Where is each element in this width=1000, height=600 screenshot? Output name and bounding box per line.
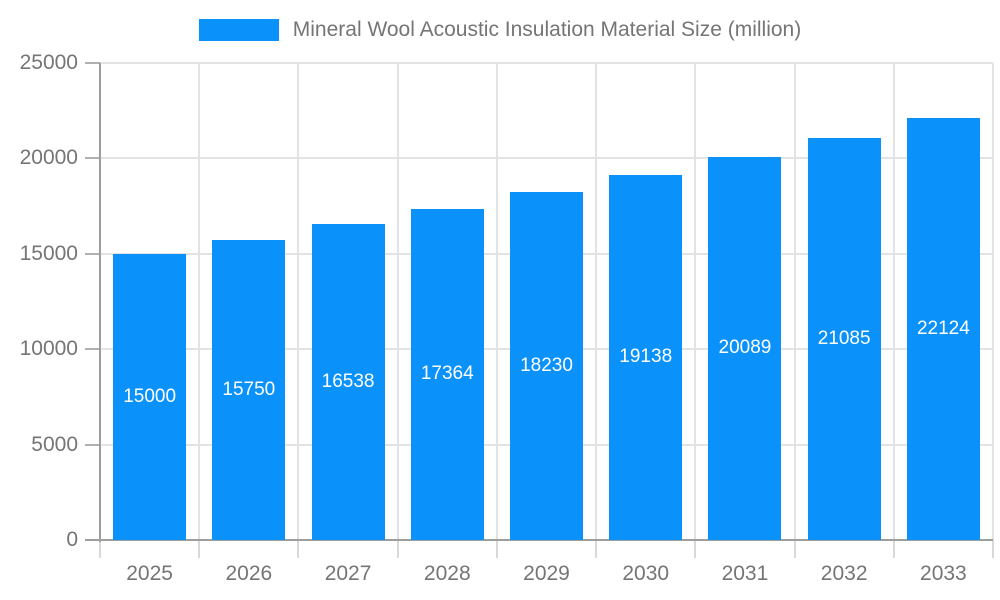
bar-value-label-2025: 15000 [123, 385, 177, 407]
y-axis-label-15000: 15000 [19, 241, 78, 265]
v-gridline-2 [297, 63, 300, 540]
y-axis-tick-10000 [85, 348, 100, 351]
x-axis-label-2029: 2029 [523, 562, 570, 585]
y-axis-tick-15000 [85, 252, 100, 255]
bar-2032: 21085 [807, 137, 881, 540]
bar-value-label-2026: 15750 [222, 378, 276, 400]
x-axis-tick-8 [892, 540, 895, 558]
legend-swatch [198, 19, 279, 41]
x-axis-tick-5 [595, 540, 598, 558]
x-axis-tick-6 [694, 540, 697, 558]
y-axis-label-25000: 25000 [19, 51, 78, 74]
v-gridline-9 [992, 63, 994, 540]
bar-2025: 15000 [113, 253, 187, 540]
x-axis-tick-7 [793, 540, 796, 558]
bar-2029: 18230 [510, 192, 583, 540]
legend-label: Mineral Wool Acoustic Insulation Materia… [292, 18, 802, 41]
v-gridline-7 [793, 63, 796, 540]
bar-2033: 22124 [906, 117, 980, 540]
y-axis-tick-25000 [85, 62, 100, 64]
bar-2031: 20089 [708, 156, 782, 540]
x-axis-tick-4 [495, 540, 498, 558]
v-gridline-5 [595, 63, 598, 540]
x-axis-tick-9 [992, 540, 994, 558]
x-axis-tick-2 [297, 540, 300, 558]
v-gridline-1 [198, 63, 201, 540]
y-axis-label-0: 0 [66, 528, 78, 551]
x-axis-label-2032: 2032 [820, 562, 868, 585]
x-axis-label-2033: 2033 [920, 562, 967, 585]
x-axis-label-2026: 2026 [225, 562, 273, 585]
bar-2028: 17364 [410, 208, 484, 540]
x-axis-tick-1 [198, 540, 201, 558]
x-axis-label-2027: 2027 [324, 562, 372, 585]
x-axis-tick-3 [396, 540, 399, 558]
y-axis-label-10000: 10000 [19, 337, 78, 361]
v-gridline-3 [396, 63, 399, 540]
y-axis-tick-20000 [85, 157, 100, 160]
bar-value-label-2031: 20089 [718, 337, 772, 359]
x-axis-line [85, 539, 993, 541]
bar-value-label-2029: 18230 [520, 355, 573, 377]
bar-value-label-2030: 19138 [619, 346, 673, 368]
h-gridline-25000 [100, 62, 993, 64]
x-axis-tick-0 [99, 540, 101, 558]
y-axis-label-20000: 20000 [19, 146, 78, 170]
x-axis-label-2025: 2025 [126, 562, 173, 585]
plot-area: 15000 15750 16538 17364 18230 19138 20089 21085… [85, 62, 994, 558]
v-gridline-8 [892, 63, 895, 540]
bar-2027: 16538 [311, 224, 385, 540]
y-axis-line [99, 63, 101, 542]
y-axis-label-5000: 5000 [31, 432, 78, 456]
bar-2030: 19138 [609, 174, 683, 540]
v-gridline-4 [495, 63, 498, 540]
h-gridline-20000 [100, 157, 993, 160]
bar-value-label-2028: 17364 [420, 363, 474, 385]
x-axis-label-2030: 2030 [622, 562, 670, 585]
y-axis-tick-5000 [85, 443, 100, 446]
v-gridline-6 [694, 63, 697, 540]
x-axis-label-2031: 2031 [721, 562, 769, 585]
chart-legend: Mineral Wool Acoustic Insulation Materia… [0, 18, 1000, 42]
bar-value-label-2032: 21085 [817, 327, 871, 349]
x-axis-label-2028: 2028 [423, 562, 471, 585]
bar-2026: 15750 [212, 239, 286, 540]
bar-value-label-2027: 16538 [321, 371, 375, 393]
bar-value-label-2033: 22124 [916, 317, 970, 339]
